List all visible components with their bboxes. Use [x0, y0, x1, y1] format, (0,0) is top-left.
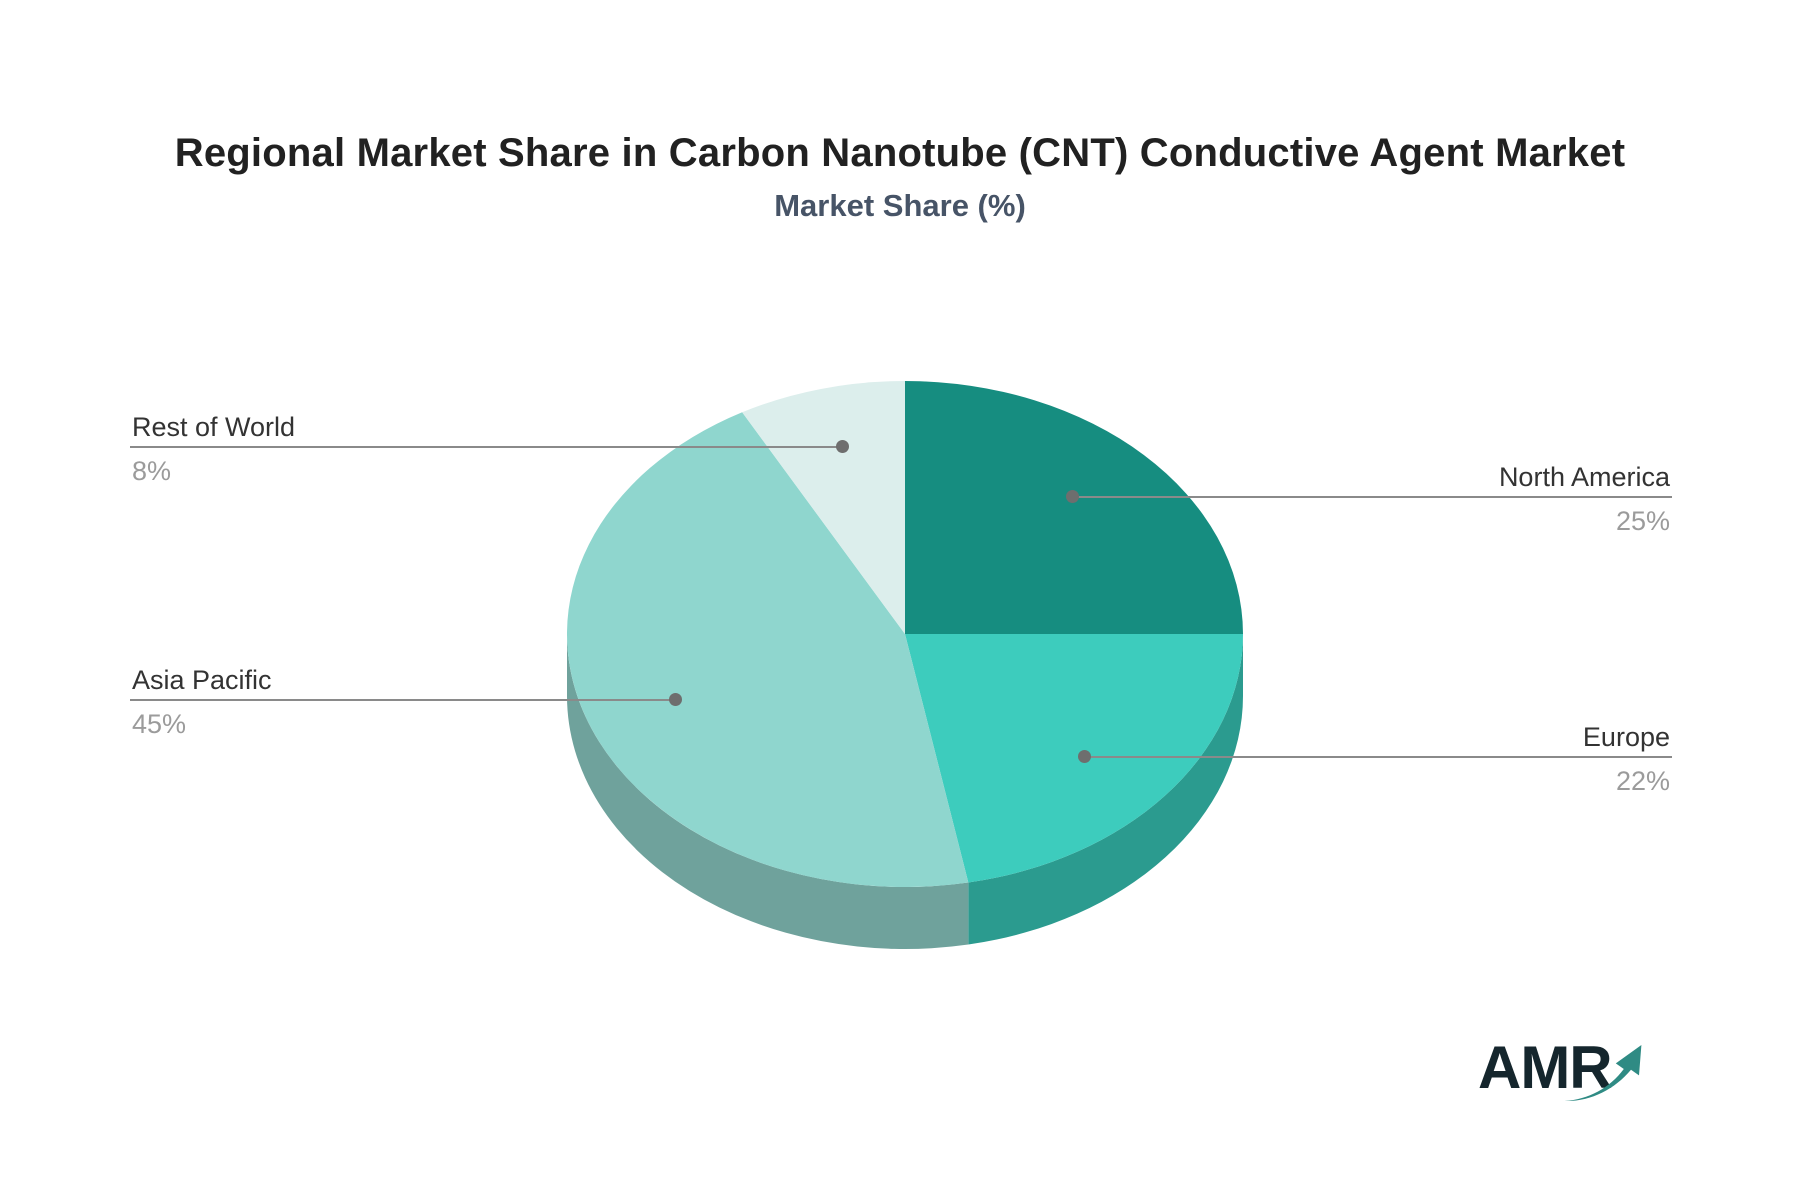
leader-line [130, 699, 676, 701]
amr-logo-text: AMR [1478, 1034, 1613, 1101]
callout-value: 8% [132, 456, 172, 486]
leader-line [130, 446, 843, 448]
callout-label: Rest of World [132, 412, 296, 442]
callout-value: 25% [1615, 506, 1670, 536]
leader-dot [669, 693, 682, 706]
leader-dot [836, 440, 849, 453]
callout-label: Asia Pacific [132, 665, 272, 695]
leader-dot [1066, 490, 1079, 503]
leader-line [1084, 756, 1672, 758]
callout-asia-pacific: Asia Pacific 45% [130, 663, 682, 743]
callout-label: Europe [1582, 722, 1670, 752]
growth-arrow-icon [1564, 1045, 1642, 1102]
callout-europe: Europe 22% [1078, 720, 1672, 800]
leader-line [1072, 496, 1672, 498]
callout-value: 22% [1615, 766, 1670, 796]
chart-title: Regional Market Share in Carbon Nanotube… [174, 131, 1626, 175]
callout-rest-of-world: Rest of World 8% [130, 410, 849, 490]
amr-logo: AMR [1478, 1035, 1658, 1115]
callout-north-america: North America 25% [1066, 460, 1672, 540]
callout-value: 45% [132, 709, 187, 739]
callout-label: North America [1498, 462, 1670, 492]
chart-subtitle: Market Share (%) [774, 188, 1026, 223]
leader-dot [1078, 750, 1091, 763]
